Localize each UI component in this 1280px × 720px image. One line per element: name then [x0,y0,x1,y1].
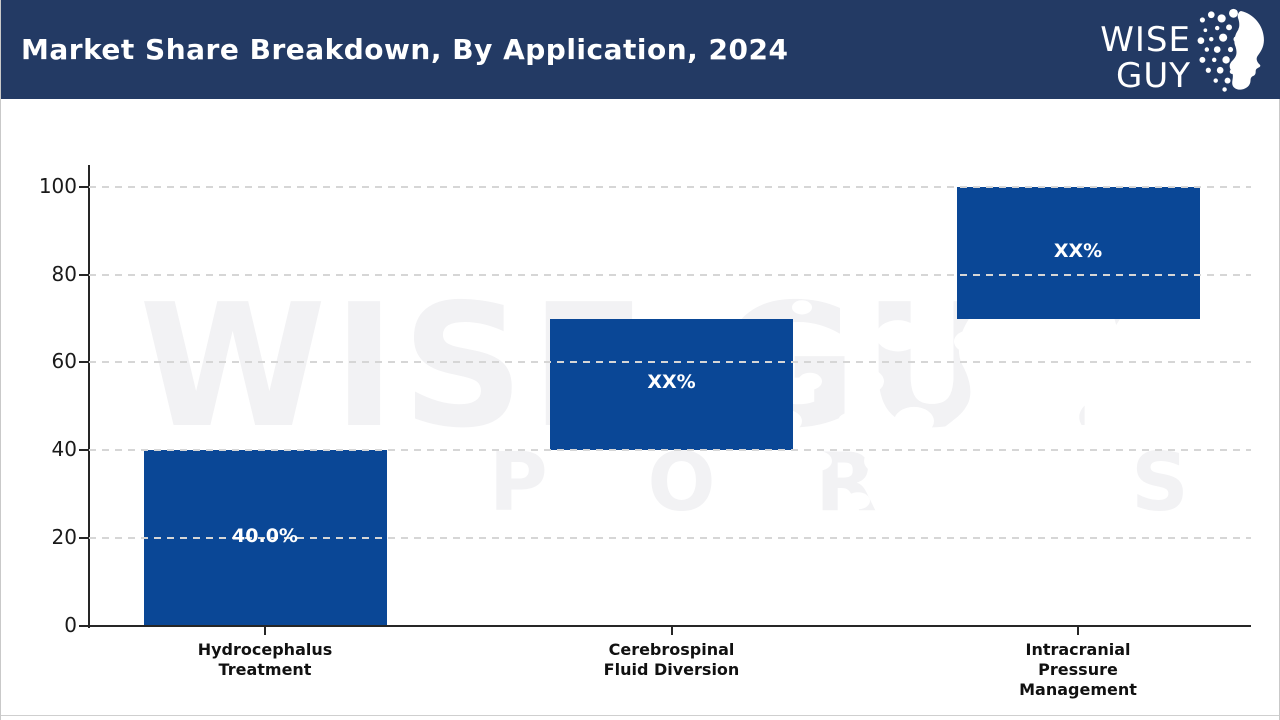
x-category-label-line: Cerebrospinal [608,639,735,659]
gridline [89,273,1251,276]
y-tick-mark [79,624,88,627]
gridline [89,186,1251,188]
y-tick-mark [79,536,88,539]
logo-text: WISE GUY R E P O R T S [1021,22,1191,125]
x-category-label-line: Management [1019,679,1137,699]
y-tick-label: 100 [38,174,77,198]
bar-value-label: XX% [1053,239,1103,262]
x-category-label-line: Fluid Diversion [603,659,740,679]
market-share-bar [550,318,793,451]
dotted-face-icon [1197,8,1264,92]
market-share-bar [956,187,1200,319]
bar-value-label: XX% [647,371,696,394]
x-category-label-line: Pressure [1038,659,1118,679]
y-tick-label: 60 [51,349,77,374]
x-category-label: Hydrocephalus Treatment [115,640,415,680]
gridline [89,361,1251,364]
x-tick-mark [264,626,266,635]
y-tick-label: 20 [51,524,77,549]
y-tick-mark [79,449,88,452]
footer-divider [1,715,1279,716]
x-category-label-line: Hydrocephalus [197,639,333,659]
y-tick-mark [79,361,88,364]
logo-subtitle: R E P O R T S [1035,97,1191,125]
y-tick-label: 0 [64,612,77,637]
x-tick-mark [670,626,673,635]
wise-guy-reports-logo: WISE GUY R E P O R T S [1021,0,1271,125]
y-tick-mark [79,273,88,276]
logo-wordmark: WISE GUY [1100,20,1191,96]
y-tick-label: 40 [51,437,77,462]
gridline [89,449,1251,452]
x-category-label-line: Treatment [218,659,312,679]
gridline [89,536,1251,539]
x-category-label-line: Intracranial [1025,639,1131,659]
bar-value-label: 40.0% [232,524,298,547]
y-axis-spine [88,165,90,628]
x-tick-mark [1077,626,1079,635]
x-category-label: Cerebrospinal Fluid Diversion [522,640,822,680]
x-axis-spine [88,624,1251,627]
header-bar: Market Share Breakdown, By Application, … [1,0,1280,125]
page-title: Market Share Breakdown, By Application, … [21,33,789,66]
y-tick-label: 80 [51,261,77,286]
x-category-label: Intracranial Pressure Management [928,640,1228,700]
y-tick-mark [79,186,88,188]
